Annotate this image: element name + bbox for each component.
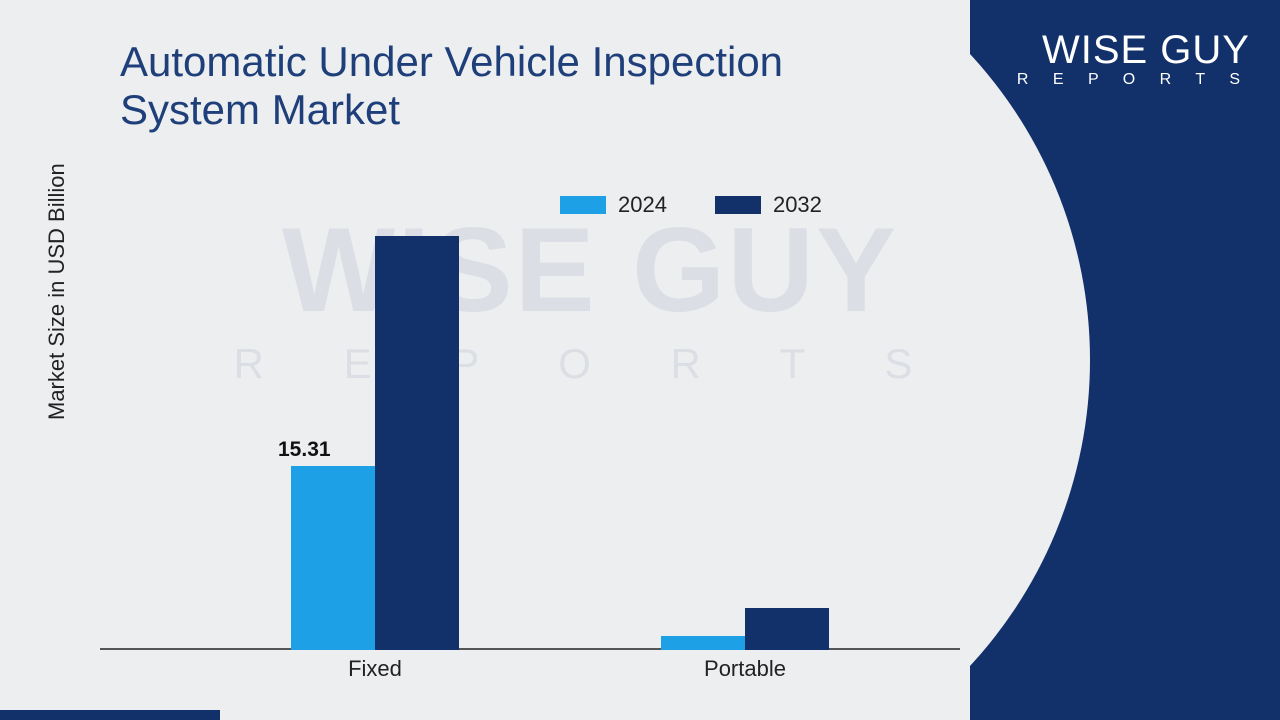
bar-fixed-2032 (375, 236, 459, 650)
legend-swatch-2024 (560, 196, 606, 214)
legend-label-2032: 2032 (773, 192, 822, 218)
chart-title: Automatic Under Vehicle Inspection Syste… (120, 38, 840, 135)
legend-item-2024: 2024 (560, 192, 667, 218)
bar-portable-2032 (745, 608, 829, 650)
y-axis-label: Market Size in USD Billion (44, 163, 70, 420)
category-label-portable: Portable (640, 656, 850, 682)
bar-group-fixed: Fixed 15.31 (270, 236, 480, 650)
brand-main-text: WISE GUY (1017, 30, 1250, 70)
legend-label-2024: 2024 (618, 192, 667, 218)
value-label-fixed-2024: 15.31 (278, 438, 331, 462)
legend: 2024 2032 (560, 192, 822, 218)
brand-logo: WISE GUY R E P O R T S (1017, 30, 1250, 88)
plot-area: Fixed 15.31 Portable (100, 230, 960, 650)
bottom-accent-bar (0, 710, 220, 720)
legend-swatch-2032 (715, 196, 761, 214)
bar-portable-2024 (661, 636, 745, 650)
chart-canvas: WISE GUY R E P O R T S WISE GUY R E P O … (0, 0, 1280, 720)
brand-sub-text: R E P O R T S (1017, 72, 1250, 88)
bar-group-portable: Portable (640, 608, 850, 650)
bar-fixed-2024 (291, 466, 375, 650)
category-label-fixed: Fixed (270, 656, 480, 682)
legend-item-2032: 2032 (715, 192, 822, 218)
